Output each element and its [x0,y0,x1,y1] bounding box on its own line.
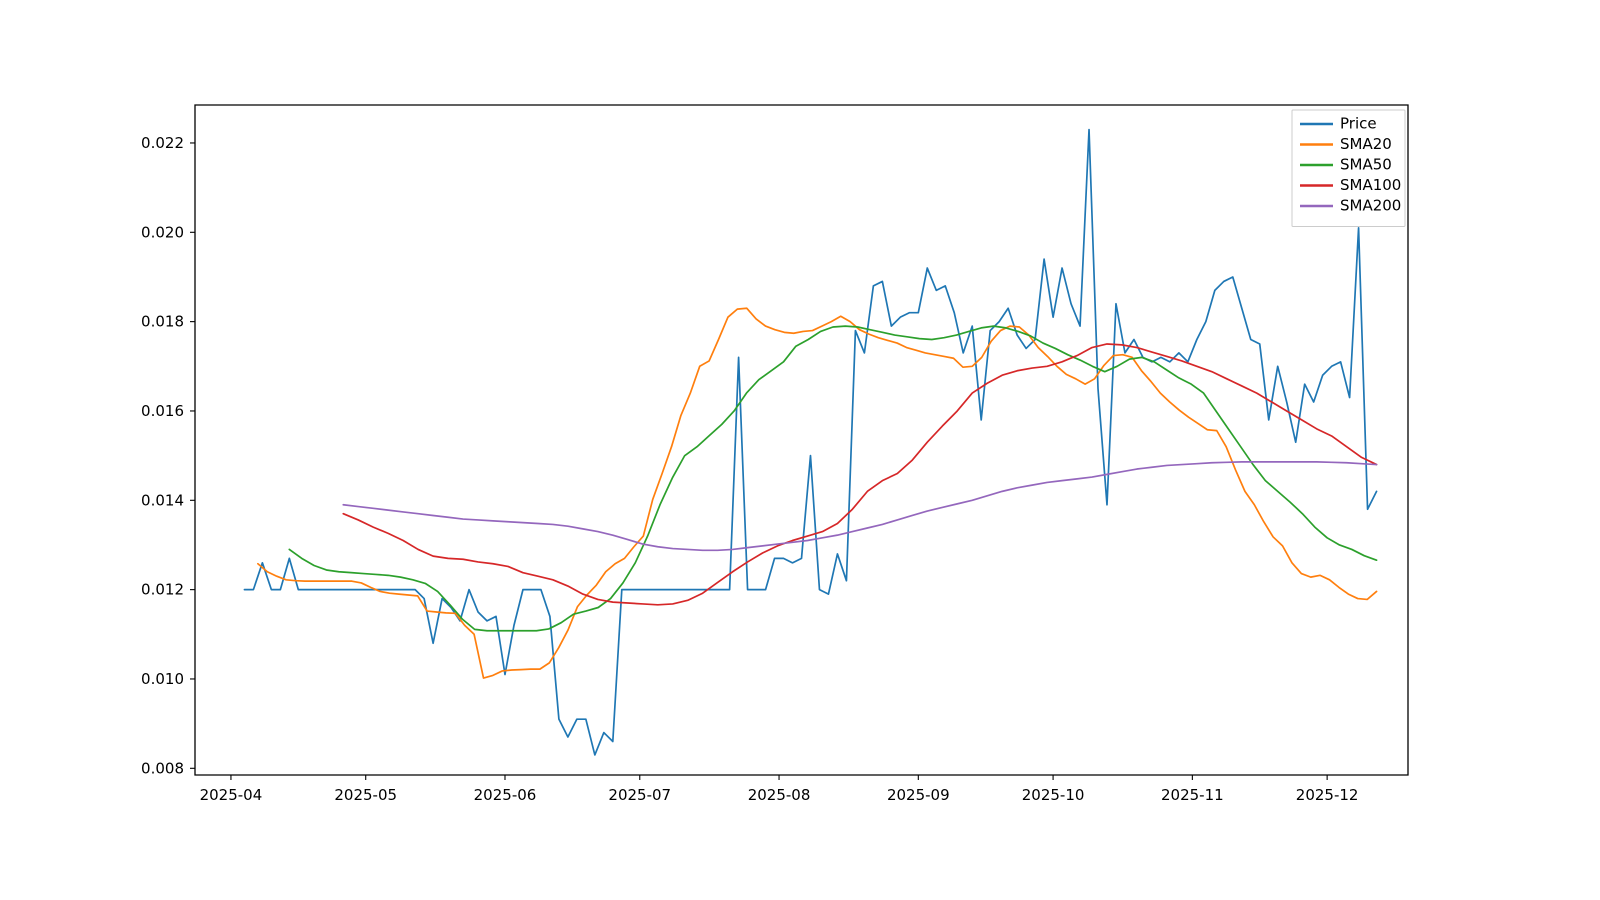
data-series-group [243,128,1378,756]
legend-label-price: Price [1340,115,1377,133]
xtick-label: 2025-04 [200,786,263,804]
xtick-label: 2025-10 [1022,786,1085,804]
xtick-label: 2025-06 [474,786,537,804]
legend-label-sma20: SMA20 [1340,135,1392,153]
legend-label-sma100: SMA100 [1340,176,1401,194]
legend-label-sma50: SMA50 [1340,156,1392,174]
ytick-label: 0.012 [141,581,184,599]
xtick-label: 2025-05 [334,786,397,804]
legend-box [1291,109,1406,227]
xtick-label: 2025-07 [608,786,671,804]
ytick-label: 0.018 [141,313,184,331]
ytick-label: 0.010 [141,670,184,688]
xtick-label: 2025-12 [1296,786,1359,804]
xtick-label: 2025-11 [1161,786,1224,804]
series-line-price [243,128,1378,756]
axes-spines [194,104,1409,776]
series-line-sma100 [342,343,1378,606]
ytick-label: 0.020 [141,223,184,241]
ytick-label: 0.022 [141,134,184,152]
ytick-label: 0.016 [141,402,184,420]
chart-legend: Price SMA20 SMA50 SMA100 SMA200 [1291,109,1406,227]
xtick-label: 2025-08 [748,786,811,804]
ytick-label: 0.014 [141,491,184,509]
series-line-sma20 [257,307,1378,679]
axes-group: 0.008 0.010 0.012 0.014 0.016 0.018 0.020 0.022… [141,104,1409,804]
plot-background [195,105,1408,775]
xtick-label: 2025-09 [887,786,950,804]
ytick-label: 0.008 [141,759,184,777]
series-line-sma200 [342,461,1378,552]
series-line-sma50 [288,325,1378,632]
legend-label-sma200: SMA200 [1340,197,1401,215]
